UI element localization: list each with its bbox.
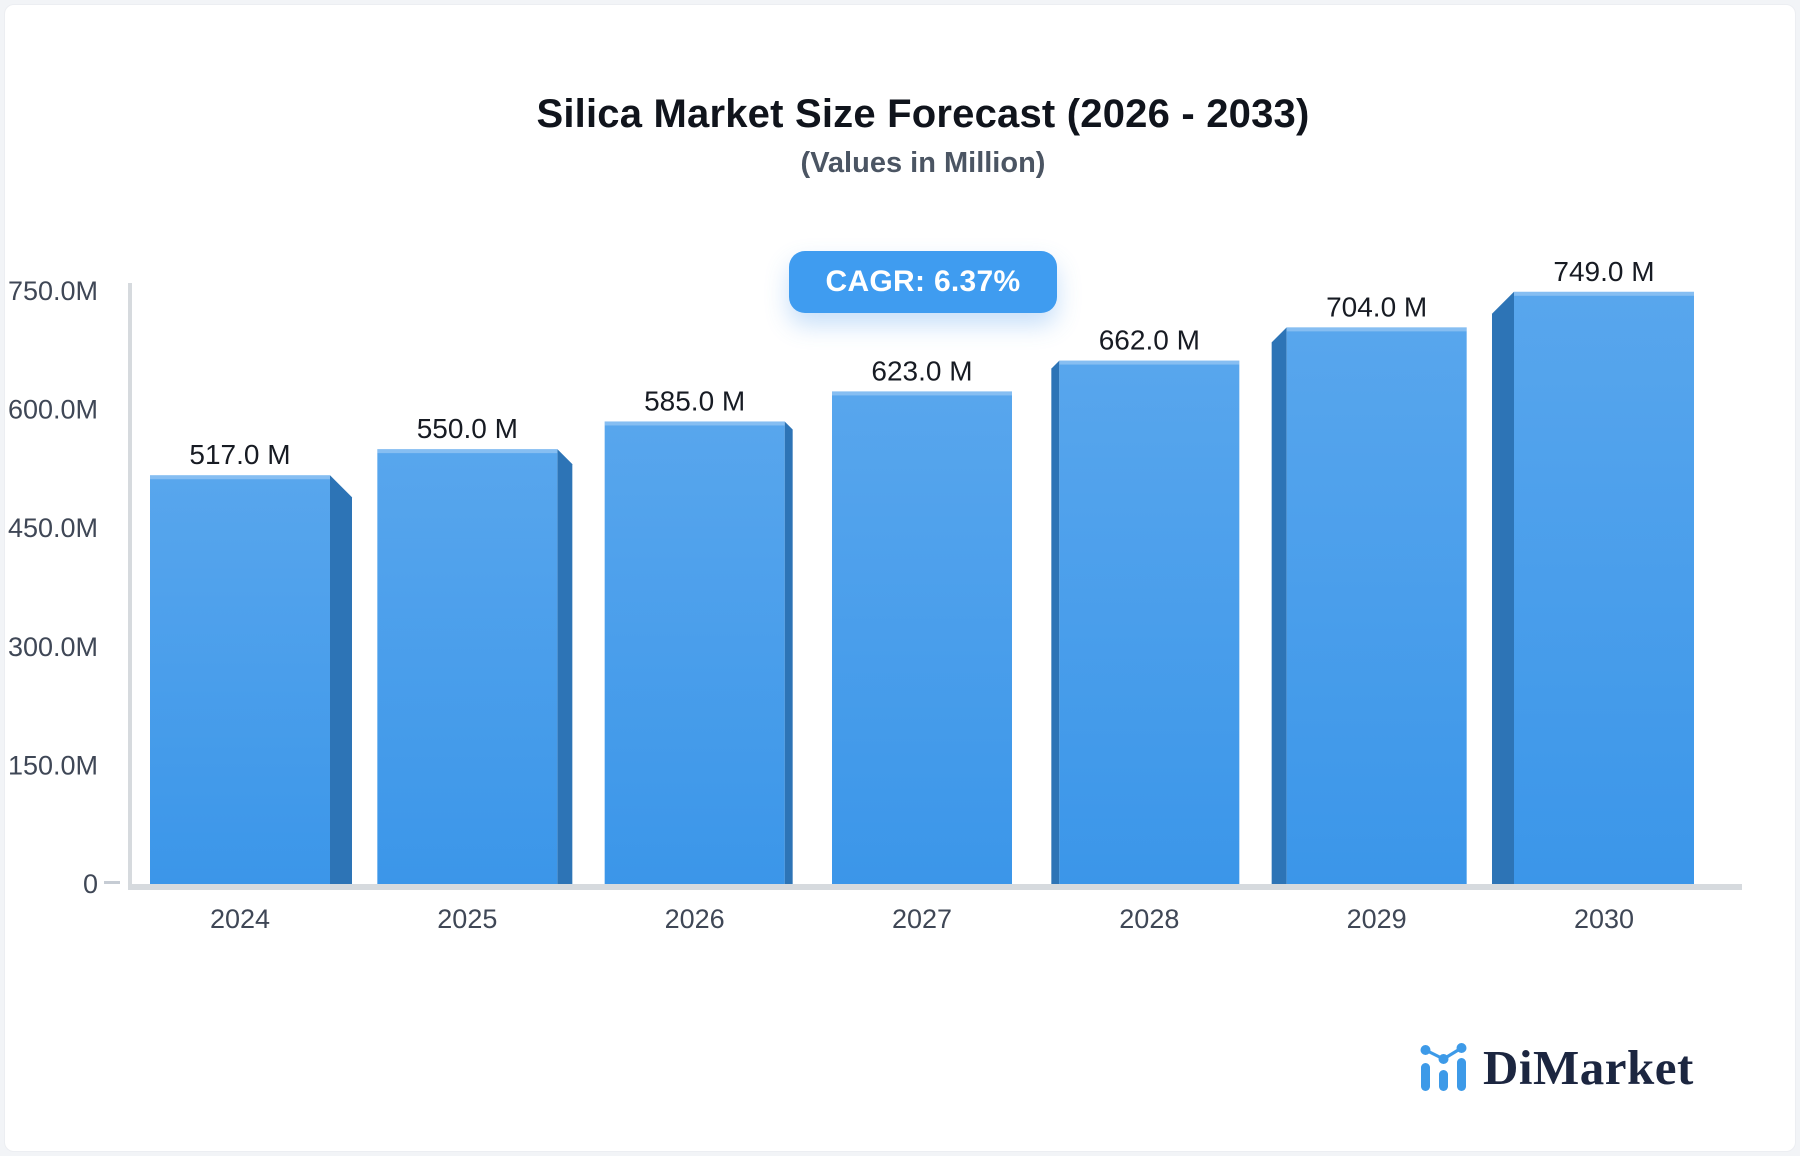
- bar-front-face: [150, 475, 330, 884]
- bar-value-label: 585.0 M: [644, 385, 745, 416]
- y-axis-tick-label: 600.0M: [8, 395, 98, 425]
- bar-top-highlight: [831, 391, 1012, 396]
- bar-front-face: [831, 391, 1012, 884]
- x-axis-tick-label: 2028: [1119, 904, 1179, 934]
- bar-side-face: [1051, 360, 1060, 884]
- bar-side-face: [784, 421, 793, 884]
- chart-title: Silica Market Size Forecast (2026 - 2033…: [536, 92, 1310, 136]
- y-axis-tick-label: 450.0M: [8, 513, 98, 543]
- bar-top-highlight: [1513, 291, 1694, 296]
- bar-value-label: 623.0 M: [871, 355, 972, 386]
- x-axis-tick-label: 2024: [210, 904, 270, 934]
- cagr-badge-label: CAGR: 6.37%: [825, 265, 1021, 298]
- bar-front-face: [1059, 360, 1240, 884]
- bar-value-label: 517.0 M: [189, 439, 290, 470]
- bar-side-face: [330, 475, 352, 884]
- bar-front-face: [377, 449, 558, 884]
- x-axis-tick-label: 2026: [665, 904, 725, 934]
- x-axis-tick-label: 2027: [892, 904, 952, 934]
- y-axis-tick-label: 300.0M: [8, 632, 98, 662]
- brand-logo: DiMarket: [1418, 1036, 1694, 1098]
- bar-side-face: [557, 449, 573, 884]
- cagr-badge: CAGR: 6.37%: [789, 251, 1057, 313]
- brand-logo-text: DiMarket: [1483, 1039, 1694, 1095]
- bar-top-highlight: [604, 421, 785, 426]
- bar-front-face: [604, 421, 785, 884]
- chart-subtitle: (Values in Million): [800, 147, 1046, 179]
- bar-top-highlight: [1059, 360, 1240, 365]
- y-axis-tick-label: 150.0M: [8, 750, 98, 780]
- bar-top-highlight: [1286, 327, 1467, 332]
- x-axis-tick-label: 2025: [437, 904, 497, 934]
- bar-value-label: 749.0 M: [1553, 256, 1654, 287]
- bar-value-label: 662.0 M: [1099, 325, 1200, 356]
- y-axis-tick-label: 750.0M: [8, 276, 98, 306]
- bar-front-face: [1286, 327, 1467, 884]
- zero-tick-mark: [104, 881, 120, 884]
- bar-value-label: 550.0 M: [417, 413, 518, 444]
- bar-line-chart-icon: [1420, 1043, 1467, 1091]
- x-axis-tick-label: 2029: [1347, 904, 1407, 934]
- y-axis-line: [128, 283, 132, 890]
- x-axis-tick-label: 2030: [1574, 904, 1634, 934]
- bar-front-face: [1513, 291, 1694, 885]
- bar-value-label: 704.0 M: [1326, 291, 1427, 322]
- bar-side-face: [1271, 327, 1287, 884]
- bar-top-highlight: [377, 449, 558, 454]
- bar-top-highlight: [150, 475, 330, 480]
- x-axis-line: [128, 884, 1742, 890]
- y-axis-tick-label: 0: [83, 869, 98, 899]
- bar-side-face: [1491, 291, 1514, 885]
